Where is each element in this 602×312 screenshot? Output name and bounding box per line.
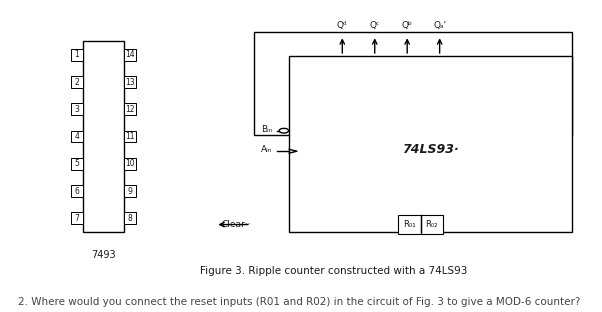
Text: R₀₂: R₀₂ bbox=[426, 220, 438, 229]
Polygon shape bbox=[124, 131, 136, 142]
Text: 12: 12 bbox=[125, 105, 135, 114]
Polygon shape bbox=[82, 41, 124, 232]
Text: Clear·‧: Clear·‧ bbox=[222, 220, 251, 229]
Text: 6: 6 bbox=[75, 187, 79, 196]
Text: 4: 4 bbox=[75, 132, 79, 141]
Polygon shape bbox=[71, 212, 82, 224]
Polygon shape bbox=[399, 215, 442, 234]
Text: 14: 14 bbox=[125, 50, 135, 59]
Polygon shape bbox=[71, 76, 82, 88]
Text: 3: 3 bbox=[75, 105, 79, 114]
Text: 2: 2 bbox=[75, 78, 79, 87]
Polygon shape bbox=[124, 104, 136, 115]
Text: 2. Where would you connect the reset inputs (R01 and R02) in the circuit of Fig.: 2. Where would you connect the reset inp… bbox=[18, 297, 580, 307]
Text: 8: 8 bbox=[128, 214, 132, 223]
Polygon shape bbox=[71, 104, 82, 115]
Polygon shape bbox=[289, 56, 573, 232]
Text: 74LS93·: 74LS93· bbox=[402, 143, 459, 156]
Text: 11: 11 bbox=[125, 132, 135, 141]
Polygon shape bbox=[124, 158, 136, 170]
Polygon shape bbox=[71, 158, 82, 170]
Text: Aᵢₙ: Aᵢₙ bbox=[261, 145, 273, 154]
Text: 7: 7 bbox=[75, 214, 79, 223]
Text: 5: 5 bbox=[75, 159, 79, 168]
Text: Bᵢₙ: Bᵢₙ bbox=[261, 125, 273, 134]
Text: 10: 10 bbox=[125, 159, 135, 168]
Polygon shape bbox=[71, 185, 82, 197]
Polygon shape bbox=[254, 32, 573, 135]
Text: 9: 9 bbox=[128, 187, 132, 196]
Text: Qₐ': Qₐ' bbox=[433, 21, 446, 30]
Polygon shape bbox=[124, 76, 136, 88]
Text: Qᶜ: Qᶜ bbox=[370, 21, 380, 30]
Polygon shape bbox=[124, 212, 136, 224]
Polygon shape bbox=[124, 49, 136, 61]
Text: R₀₁: R₀₁ bbox=[403, 220, 416, 229]
Text: 1: 1 bbox=[75, 50, 79, 59]
Text: 7493: 7493 bbox=[91, 250, 116, 260]
Polygon shape bbox=[71, 131, 82, 142]
Text: Qᵇ: Qᵇ bbox=[402, 21, 412, 30]
Polygon shape bbox=[124, 185, 136, 197]
Text: Figure 3. Ripple counter constructed with a 74LS93: Figure 3. Ripple counter constructed wit… bbox=[200, 266, 467, 276]
Polygon shape bbox=[71, 49, 82, 61]
Text: 13: 13 bbox=[125, 78, 135, 87]
Text: Qᵈ: Qᵈ bbox=[337, 21, 347, 30]
